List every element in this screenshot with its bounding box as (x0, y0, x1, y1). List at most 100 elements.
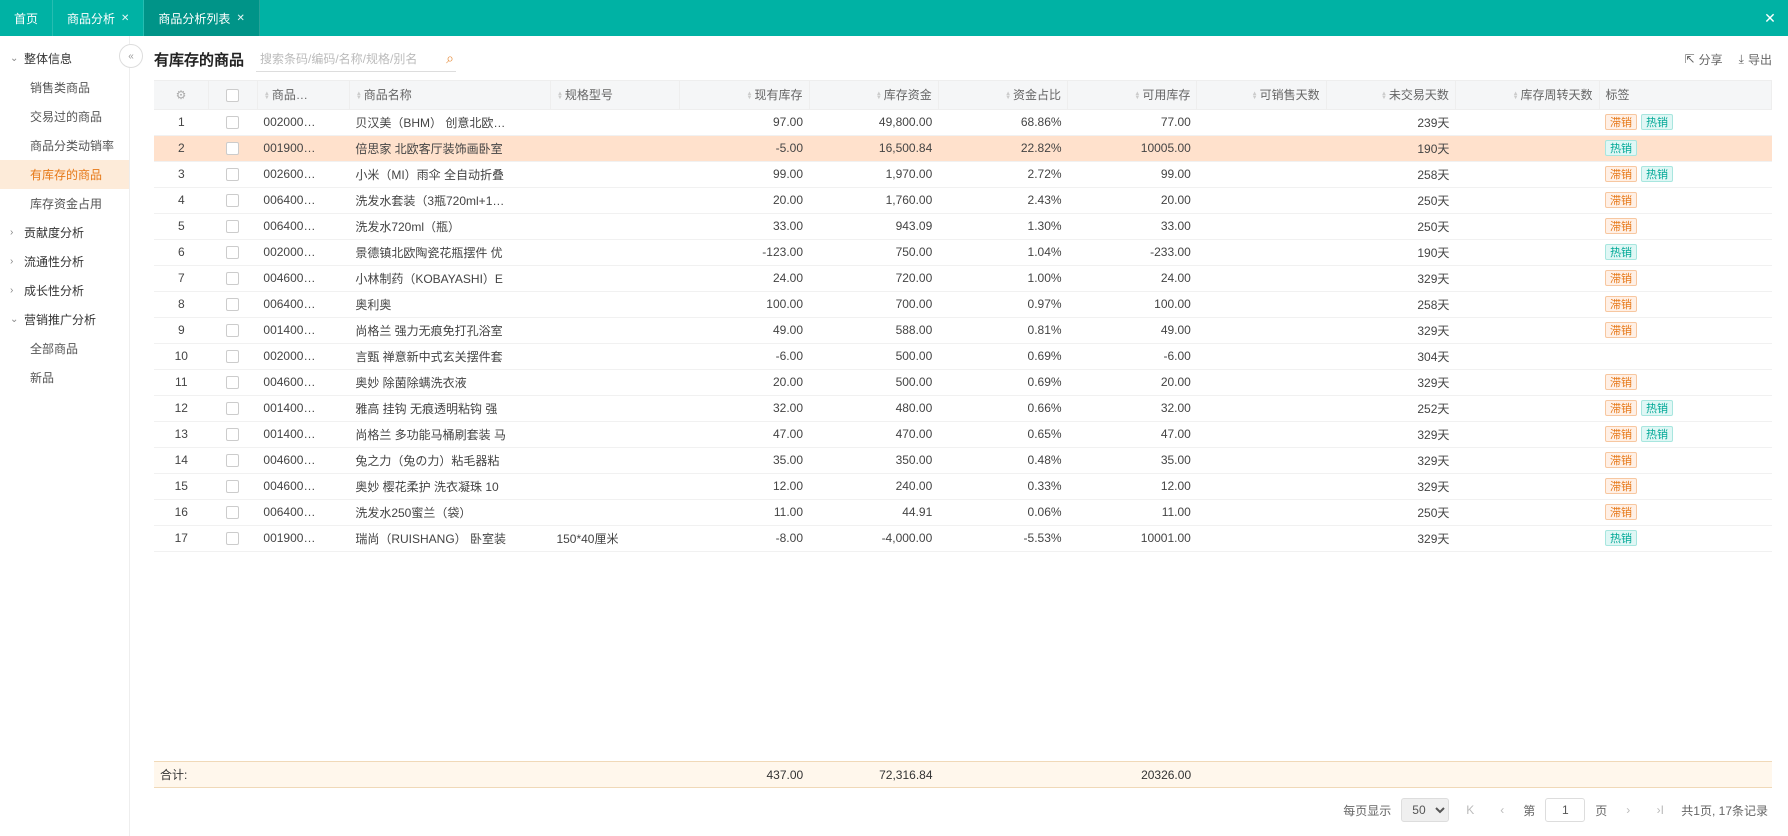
row-checkbox[interactable] (226, 402, 239, 415)
cell-fund: 1,970.00 (809, 161, 938, 187)
table-row[interactable]: 2001900…倍思家 北欧客厅装饰画卧室-5.0016,500.8422.82… (154, 135, 1772, 161)
cell-saledays (1197, 369, 1326, 395)
top-tab[interactable]: 首页 (0, 0, 53, 36)
per-page-select[interactable]: 50 (1401, 798, 1449, 822)
cell-avail: 12.00 (1068, 473, 1197, 499)
row-checkbox[interactable] (226, 480, 239, 493)
search-icon[interactable]: ⌕ (446, 50, 454, 67)
row-checkbox[interactable] (226, 220, 239, 233)
cell-avail: 20.00 (1068, 369, 1197, 395)
tag: 滞销 (1605, 322, 1637, 338)
cell-turndays (1455, 135, 1599, 161)
cell-notrade: 329天 (1326, 473, 1455, 499)
row-checkbox[interactable] (226, 532, 239, 545)
share-button[interactable]: ⇱ 分享 (1685, 51, 1723, 68)
nav-group-title[interactable]: ⌄营销推广分析 (0, 305, 129, 334)
nav-group-title[interactable]: ⌄整体信息 (0, 44, 129, 73)
page-first-button[interactable]: K (1459, 799, 1481, 821)
row-checkbox[interactable] (226, 324, 239, 337)
table-row[interactable]: 15004600…奥妙 樱花柔护 洗衣凝珠 1012.00240.000.33%… (154, 473, 1772, 499)
top-tab[interactable]: 商品分析列表 ✕ (144, 0, 259, 36)
cell-code: 004600… (257, 369, 349, 395)
row-checkbox[interactable] (226, 194, 239, 207)
page-prev-button[interactable]: ‹ (1491, 799, 1513, 821)
column-header-spec[interactable]: ▲▼规格型号 (550, 81, 679, 109)
page-next-button[interactable]: › (1617, 799, 1639, 821)
nav-group-title[interactable]: ›成长性分析 (0, 276, 129, 305)
table-row[interactable]: 5006400…洗发水720ml（瓶）33.00943.091.30%33.00… (154, 213, 1772, 239)
row-checkbox[interactable] (226, 116, 239, 129)
nav-item[interactable]: 库存资金占用 (0, 189, 129, 218)
nav-group-title[interactable]: ›贡献度分析 (0, 218, 129, 247)
nav-group-title[interactable]: ›流通性分析 (0, 247, 129, 276)
column-header-code[interactable]: ▲▼商品… (257, 81, 349, 109)
table-row[interactable]: 4006400…洗发水套装（3瓶720ml+1…20.001,760.002.4… (154, 187, 1772, 213)
row-checkbox[interactable] (226, 454, 239, 467)
cell-notrade: 190天 (1326, 239, 1455, 265)
cell-pct: 0.69% (938, 343, 1067, 369)
row-checkbox[interactable] (226, 142, 239, 155)
nav-item[interactable]: 有库存的商品 (0, 160, 129, 189)
table-row[interactable]: 9001400…尚格兰 强力无痕免打孔浴室49.00588.000.81%49.… (154, 317, 1772, 343)
table-row[interactable]: 7004600…小林制药（KOBAYASHI）E24.00720.001.00%… (154, 265, 1772, 291)
row-checkbox[interactable] (226, 376, 239, 389)
table-row[interactable]: 11004600…奥妙 除菌除螨洗衣液20.00500.000.69%20.00… (154, 369, 1772, 395)
cell-stock: 20.00 (680, 369, 809, 395)
cell-code: 006400… (257, 213, 349, 239)
table-row[interactable]: 1002000…贝汉美（BHM） 创意北欧…97.0049,800.0068.8… (154, 109, 1772, 135)
row-checkbox[interactable] (226, 506, 239, 519)
top-tab[interactable]: 商品分析✕ (53, 0, 144, 36)
search-input[interactable] (256, 46, 456, 72)
nav-item[interactable]: 全部商品 (0, 334, 129, 363)
cell-notrade: 239天 (1326, 109, 1455, 135)
table-row[interactable]: 12001400…雅高 挂钩 无痕透明粘钩 强32.00480.000.66%3… (154, 395, 1772, 421)
totals-row: 合计:437.0072,316.8420326.00 (154, 762, 1772, 788)
page-last-button[interactable]: ›I (1649, 799, 1671, 821)
column-header-pct[interactable]: ▲▼资金占比 (938, 81, 1067, 109)
row-checkbox[interactable] (226, 272, 239, 285)
row-checkbox[interactable] (226, 428, 239, 441)
row-checkbox[interactable] (226, 350, 239, 363)
table-row[interactable]: 16006400…洗发水250蜜兰（袋）11.0044.910.06%11.00… (154, 499, 1772, 525)
cell-turndays (1455, 421, 1599, 447)
row-checkbox[interactable] (226, 246, 239, 259)
table-row[interactable]: 6002000…景德镇北欧陶瓷花瓶摆件 优-123.00750.001.04%-… (154, 239, 1772, 265)
column-header-notrade[interactable]: ▲▼未交易天数 (1326, 81, 1455, 109)
close-icon[interactable]: ✕ (121, 13, 129, 24)
totals-cell-stock: 437.00 (680, 762, 809, 788)
column-header-avail[interactable]: ▲▼可用库存 (1068, 81, 1197, 109)
close-icon[interactable]: ✕ (236, 13, 244, 24)
table-row[interactable]: 10002000…言甄 禅意新中式玄关摆件套-6.00500.000.69%-6… (154, 343, 1772, 369)
column-label: 可用库存 (1142, 88, 1190, 102)
export-button[interactable]: ⤓ 导出 (1739, 51, 1772, 68)
row-checkbox[interactable] (226, 298, 239, 311)
nav-item[interactable]: 商品分类动销率 (0, 131, 129, 160)
nav-item[interactable]: 交易过的商品 (0, 102, 129, 131)
column-header-saledays[interactable]: ▲▼可销售天数 (1197, 81, 1326, 109)
sort-icon: ▲▼ (1134, 92, 1140, 100)
sidebar-collapse-button[interactable]: « (119, 44, 143, 68)
gear-icon[interactable]: ⚙ (176, 88, 187, 102)
nav-item[interactable]: 新品 (0, 363, 129, 392)
column-header-turndays[interactable]: ▲▼库存周转天数 (1455, 81, 1599, 109)
column-header-name[interactable]: ▲▼商品名称 (349, 81, 550, 109)
cell-name: 奥妙 除菌除螨洗衣液 (349, 369, 550, 395)
sort-icon: ▲▼ (557, 92, 563, 100)
tag: 滞销 (1605, 452, 1637, 468)
column-header-stock[interactable]: ▲▼现有库存 (680, 81, 809, 109)
topbar-close-button[interactable]: ✕ (1752, 0, 1788, 36)
page-number-input[interactable] (1545, 798, 1585, 822)
column-header-fund[interactable]: ▲▼库存资金 (809, 81, 938, 109)
table-row[interactable]: 14004600…兔之力（兔の力）粘毛器粘35.00350.000.48%35.… (154, 447, 1772, 473)
table-row[interactable]: 8006400…奥利奥100.00700.000.97%100.00258天滞销 (154, 291, 1772, 317)
row-checkbox[interactable] (226, 168, 239, 181)
nav-item[interactable]: 销售类商品 (0, 73, 129, 102)
table-row[interactable]: 3002600…小米（MI）雨伞 全自动折叠99.001,970.002.72%… (154, 161, 1772, 187)
top-tab-label: 商品分析列表 (158, 10, 230, 27)
cell-turndays (1455, 317, 1599, 343)
select-all-checkbox[interactable] (226, 89, 239, 102)
cell-spec (550, 109, 679, 135)
table-row[interactable]: 17001900…瑞尚（RUISHANG） 卧室装150*40厘米-8.00-4… (154, 525, 1772, 551)
cell-tags: 滞销热销 (1599, 109, 1771, 135)
table-row[interactable]: 13001400…尚格兰 多功能马桶刷套装 马47.00470.000.65%4… (154, 421, 1772, 447)
